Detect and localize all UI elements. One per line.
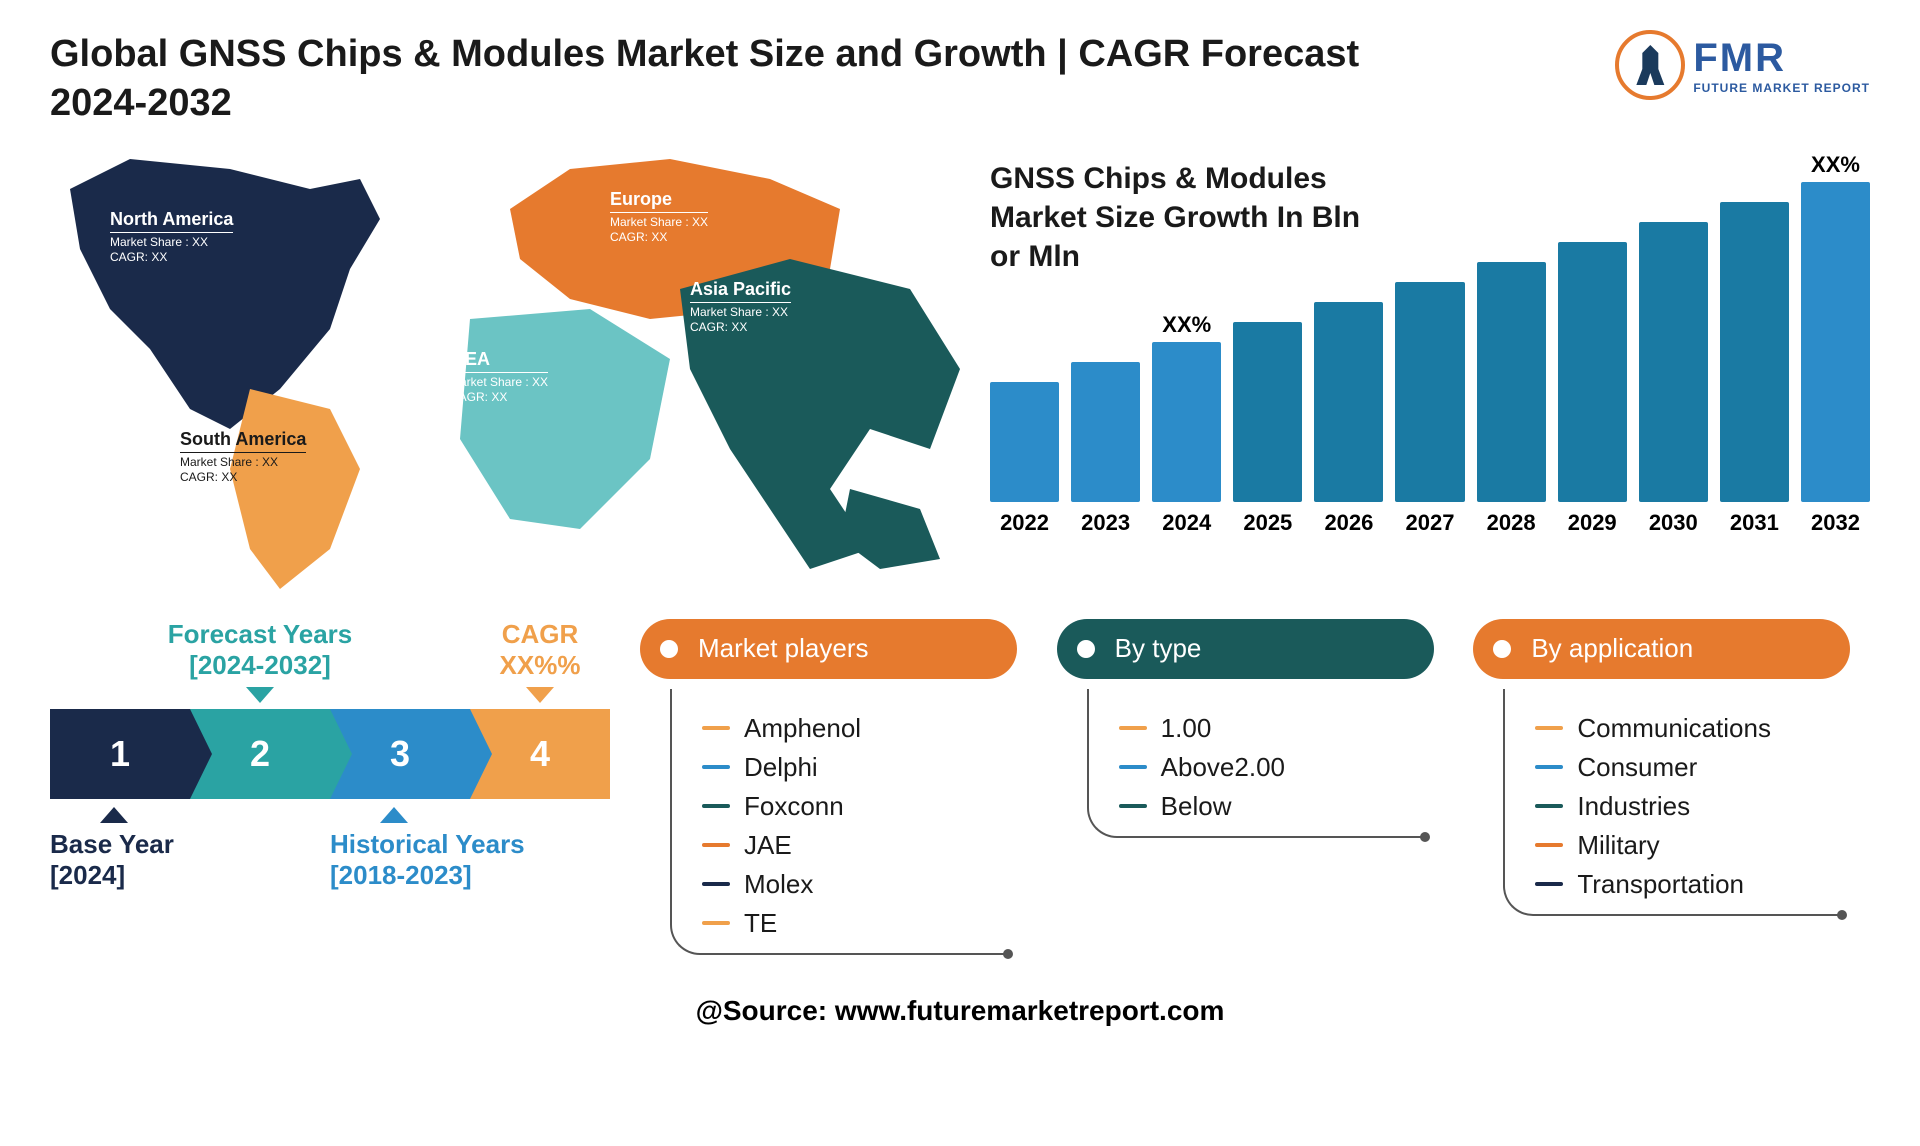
column-pill: By application [1473,619,1850,679]
timeline: Forecast Years[2024-2032]CAGRXX%% 1234 B… [50,619,610,927]
bar-2032: XX% 2032 [1801,182,1870,536]
logo-icon [1615,30,1685,100]
logo-subtitle: FUTURE MARKET REPORT [1693,81,1870,95]
region-label-north-america: North America Market Share : XXCAGR: XX [110,209,233,266]
list-item: 1.00 [1119,709,1414,748]
list-item: Consumer [1535,748,1830,787]
growth-bar-chart: GNSS Chips & Modules Market Size Growth … [990,149,1870,569]
list-item: JAE [702,826,997,865]
logo-brand: FMR [1693,36,1870,81]
bar-2026: 2026 [1314,302,1383,536]
list-item: Delphi [702,748,997,787]
world-map: North America Market Share : XXCAGR: XX S… [50,149,950,569]
bar-2024: XX% 2024 [1152,342,1221,536]
list-item: Below [1119,787,1414,826]
region-label-europe: Europe Market Share : XXCAGR: XX [610,189,708,246]
list-item: Molex [702,865,997,904]
timeline-segment-1: 1 [50,709,190,799]
info-column-2: By application Communications Consumer I… [1473,619,1870,955]
list-item: Foxconn [702,787,997,826]
region-label-south-america: South America Market Share : XXCAGR: XX [180,429,306,486]
column-pill: By type [1057,619,1434,679]
timeline-top-1: Forecast Years[2024-2032] [160,619,360,703]
list-item: Communications [1535,709,1830,748]
list-item: Transportation [1535,865,1830,904]
map-mea [430,299,690,539]
column-pill: Market players [640,619,1017,679]
bar-2023: 2023 [1071,362,1140,536]
bar-2028: 2028 [1477,262,1546,536]
region-label-asia-pacific: Asia Pacific Market Share : XXCAGR: XX [690,279,791,336]
bar-2022: 2022 [990,382,1059,536]
list-item: Above2.00 [1119,748,1414,787]
bar-2031: 2031 [1720,202,1789,536]
list-item: Industries [1535,787,1830,826]
bar-2025: 2025 [1233,322,1302,536]
brand-logo: FMR FUTURE MARKET REPORT [1615,30,1870,100]
list-item: Military [1535,826,1830,865]
list-item: Amphenol [702,709,997,748]
timeline-top-3: CAGRXX%% [440,619,640,703]
region-label-mea: MEA Market Share : XXCAGR: XX [450,349,548,406]
timeline-bottom-2: Historical Years[2018-2023] [330,807,525,891]
map-south-america [210,389,370,589]
list-item: TE [702,904,997,943]
info-column-1: By type 1.00 Above2.00 Below [1057,619,1454,955]
source-attribution: @Source: www.futuremarketreport.com [50,995,1870,1027]
bar-2029: 2029 [1558,242,1627,536]
page-title: Global GNSS Chips & Modules Market Size … [50,30,1450,129]
timeline-bottom-0: Base Year[2024] [50,807,174,891]
info-column-0: Market players Amphenol Delphi Foxconn J… [640,619,1037,955]
bar-2030: 2030 [1639,222,1708,536]
bar-2027: 2027 [1395,282,1464,536]
